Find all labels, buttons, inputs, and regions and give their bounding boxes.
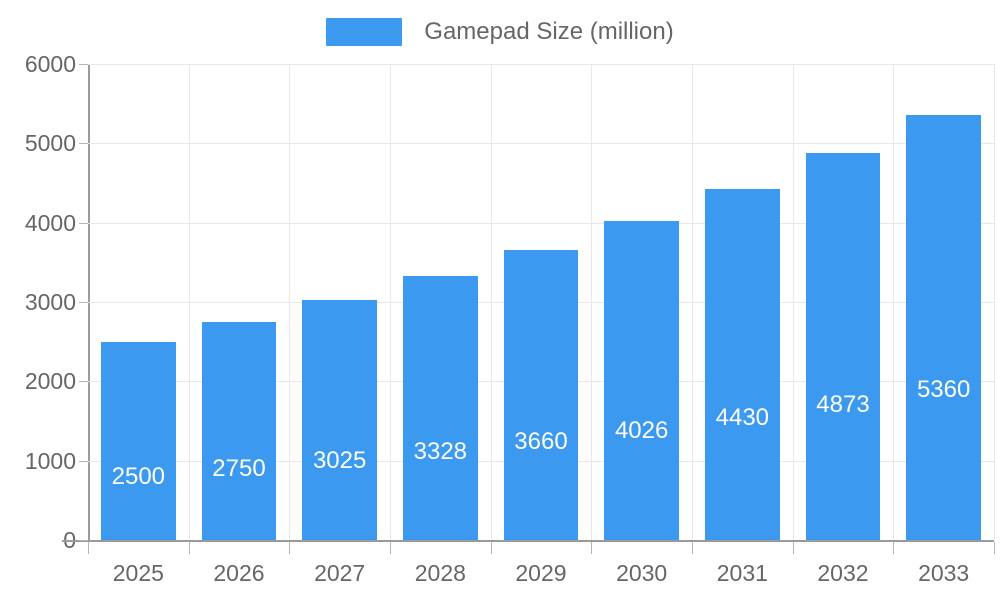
bar[interactable]: 3328 [402,275,478,540]
gridline-vertical [189,64,190,540]
bar-value-label: 3660 [514,427,568,455]
bar-value-label: 4430 [715,404,770,432]
gridline-vertical [491,64,492,540]
gridline-vertical [994,64,995,540]
x-axis-tick [994,542,995,554]
x-axis-tick [792,542,794,554]
x-axis-tick-label: 2027 [314,560,366,586]
y-axis-tick-label: 3000 [24,289,76,315]
x-axis-tick-label: 2029 [515,560,567,586]
y-axis-labels: 0100020003000400050006000 [0,0,76,600]
gridline-horizontal [88,143,994,145]
legend-label: Gamepad Size (million) [424,18,674,45]
x-axis-tick-label: 2025 [112,560,164,586]
x-axis-tick [893,542,895,554]
y-axis-tick [79,222,88,224]
bar[interactable]: 4873 [805,153,881,540]
x-axis-line [62,540,994,542]
gridline-vertical [893,64,894,540]
y-axis-tick [79,64,88,65]
gridline-vertical [793,64,794,540]
gridline-horizontal [88,222,994,224]
bar[interactable]: 4026 [604,220,680,540]
gridline-horizontal [88,64,994,65]
y-axis-tick [79,143,88,145]
x-axis-tick [591,542,593,554]
y-axis-tick [79,381,88,383]
gridline-vertical [591,64,592,540]
x-axis-tick [390,542,391,554]
y-axis-tick-label: 4000 [24,209,76,236]
bar-value-label: 4873 [816,391,870,419]
legend-swatch-icon [326,18,403,46]
y-axis-tick-label: 6000 [24,51,76,77]
bar-value-label: 2750 [212,455,266,483]
bar-value-label: 4026 [614,416,669,444]
x-axis-tick-label: 2031 [716,560,768,586]
bar-value-label: 2500 [111,462,166,490]
x-axis-tick [692,542,693,554]
x-axis-tick [88,542,89,554]
x-axis-tick-label: 2032 [817,560,869,586]
bar[interactable]: 5360 [906,114,982,540]
bar-value-label: 5360 [916,376,971,404]
bar[interactable]: 3025 [302,300,378,540]
y-axis-tick [79,540,88,541]
gridline-vertical [390,64,391,540]
legend-item-gamepad-size[interactable]: Gamepad Size (million) [326,18,674,46]
x-axis-tick-label: 2028 [414,560,466,586]
bar[interactable]: 4430 [704,188,780,540]
plot-area: 2500 2750 3025 3328 3660 4026 4430 4873 5360 [88,64,995,541]
bar-value-label: 3328 [413,437,468,465]
bar[interactable]: 3660 [503,249,579,540]
y-axis-tick [79,302,88,303]
bar[interactable]: 2500 [100,341,176,540]
gridline-vertical [289,64,290,540]
bar[interactable]: 2750 [201,321,277,540]
y-axis-tick-label: 5000 [24,130,76,157]
x-axis-tick-label: 2026 [213,560,265,586]
x-axis-tick [490,542,492,554]
gridline-vertical [692,64,693,540]
x-axis-tick [289,542,291,554]
y-axis-tick-label: 1000 [24,447,76,474]
bar-value-label: 3025 [312,446,367,474]
y-axis-tick [79,460,88,462]
x-axis-tick [188,542,190,554]
chart-legend: Gamepad Size (million) [0,0,1000,64]
x-axis-tick-label: 2033 [918,560,970,586]
x-axis-tick-label: 2030 [616,560,668,586]
y-axis-tick-label: 2000 [24,368,76,395]
